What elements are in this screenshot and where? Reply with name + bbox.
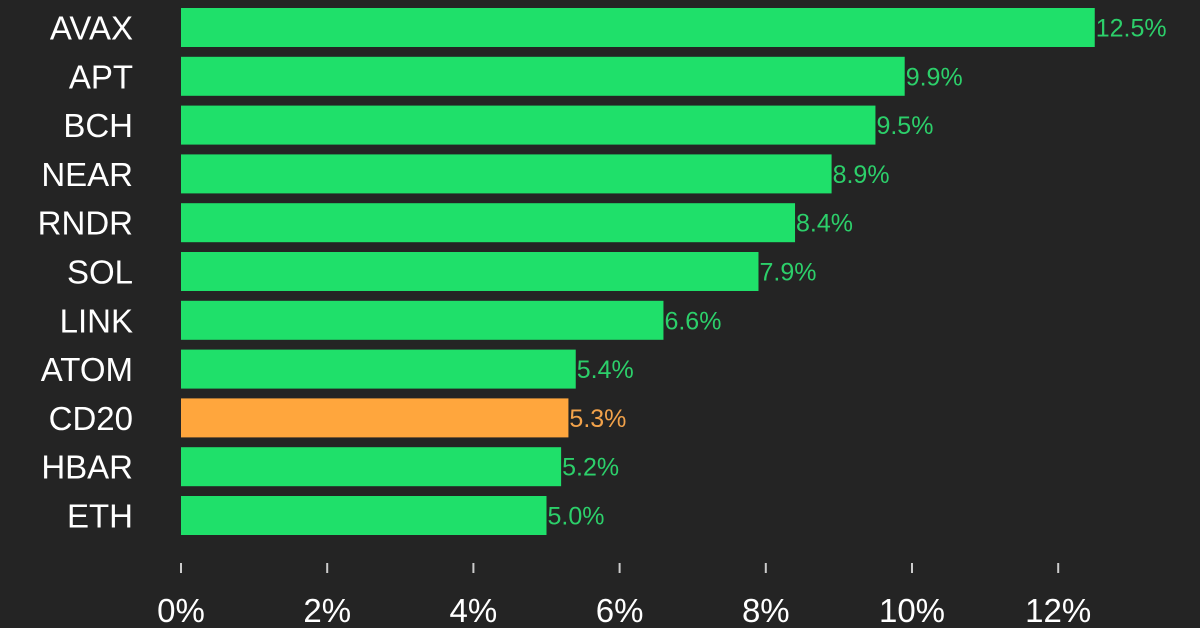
bar-bch (181, 105, 876, 145)
x-tick-label: 10% (879, 592, 945, 628)
category-label-bch: BCH (63, 107, 133, 144)
value-label-avax: 12.5% (1096, 15, 1167, 43)
value-label-apt: 9.9% (906, 63, 963, 91)
x-tick-label: 4% (450, 592, 498, 628)
category-label-rndr: RNDR (38, 205, 133, 242)
value-label-link: 6.6% (664, 307, 721, 335)
x-tick-label: 8% (742, 592, 790, 628)
bar-avax (181, 8, 1095, 47)
category-label-sol: SOL (67, 254, 133, 291)
bar-sol (181, 252, 759, 291)
category-label-eth: ETH (67, 498, 133, 535)
value-label-eth: 5.0% (548, 503, 605, 531)
category-label-near: NEAR (41, 156, 133, 193)
value-label-sol: 7.9% (759, 259, 816, 287)
bar-eth (181, 496, 547, 535)
bar-link (181, 300, 664, 340)
value-label-bch: 9.5% (876, 112, 933, 140)
bar-cd20 (181, 398, 569, 438)
category-label-hbar: HBAR (41, 449, 133, 486)
value-label-atom: 5.4% (577, 356, 634, 384)
x-tick-label: 2% (303, 592, 351, 628)
x-tick-label: 12% (1025, 592, 1091, 628)
value-label-cd20: 5.3% (569, 405, 626, 433)
category-label-apt: APT (69, 58, 133, 95)
category-label-cd20: CD20 (49, 400, 133, 437)
bar-atom (181, 349, 576, 389)
x-tick-label: 0% (157, 592, 205, 628)
category-label-atom: ATOM (41, 351, 133, 388)
category-label-link: LINK (60, 302, 133, 339)
x-tick-label: 6% (596, 592, 644, 628)
value-label-hbar: 5.2% (562, 454, 619, 482)
value-label-near: 8.9% (833, 161, 890, 189)
category-label-avax: AVAX (50, 10, 133, 47)
bar-near (181, 154, 832, 194)
bar-rndr (181, 203, 796, 243)
bar-hbar (181, 447, 562, 487)
bar-apt (181, 56, 905, 96)
value-label-rndr: 8.4% (796, 210, 853, 238)
